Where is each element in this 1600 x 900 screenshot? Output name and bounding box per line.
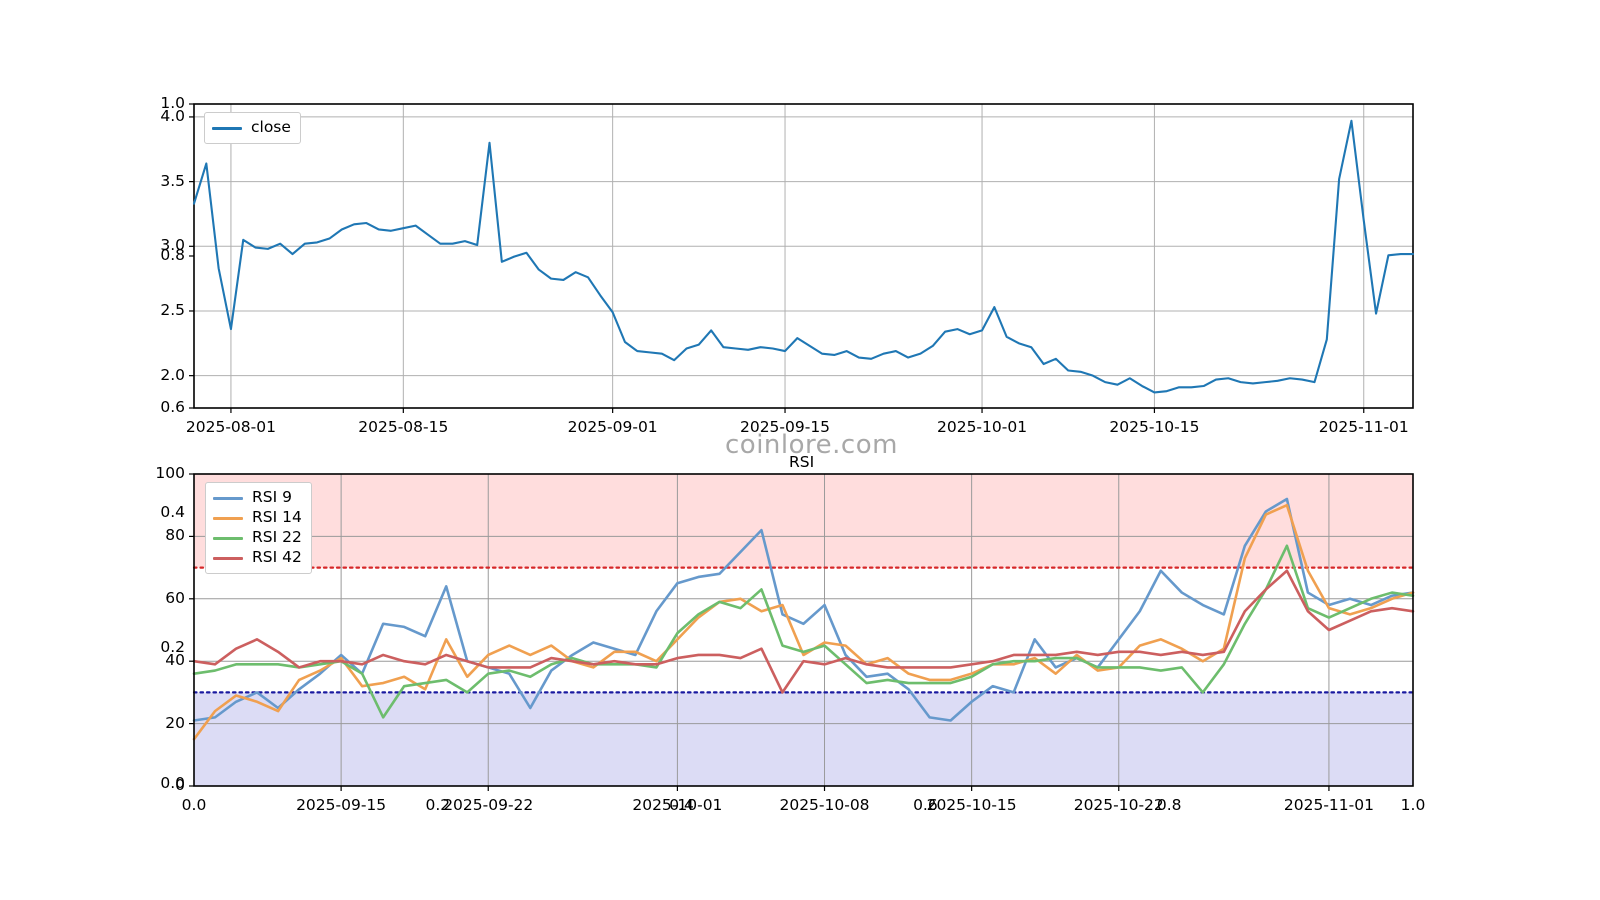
rsi-legend-item[interactable]: RSI 42 <box>213 548 302 568</box>
rsi-x-overlay-tick: 0.8 <box>1156 796 1182 814</box>
rsi-x-tick: 2025-09-15 <box>296 796 387 814</box>
price-legend-item[interactable]: close <box>212 118 291 138</box>
rsi-legend-label: RSI 42 <box>252 548 302 567</box>
price-x-tick: 2025-09-15 <box>739 418 831 436</box>
price-y-tick: 3.0 <box>160 236 185 255</box>
rsi-legend-swatch-icon <box>213 556 243 560</box>
rsi-x-tick: 2025-10-08 <box>779 796 870 814</box>
rsi-x-overlay-tick: 0.0 <box>181 796 207 814</box>
price-x-tick: 2025-10-15 <box>1109 418 1200 436</box>
price-x-tick: 2025-08-01 <box>185 418 276 436</box>
rsi-x-overlay-tick: 0.4 <box>669 796 694 814</box>
rsi-legend-label: RSI 14 <box>252 508 302 527</box>
rsi-y-tick: 80 <box>165 526 185 545</box>
price-x-tick: 2025-10-01 <box>936 418 1028 436</box>
rsi-panel-title: RSI <box>789 453 815 471</box>
price-y-overlay-tick: 0.8 <box>160 246 185 264</box>
rsi-x-tick: 2025-10-15 <box>926 796 1017 814</box>
rsi-y-overlay-tick: 0.2 <box>160 638 185 656</box>
rsi-y-tick: 40 <box>165 651 185 670</box>
rsi-x-tick: 2025-11-01 <box>1283 796 1374 814</box>
rsi-x-overlay-tick: 0.2 <box>425 796 451 814</box>
price-y-overlay-tick: 0.6 <box>160 398 185 416</box>
rsi-legend-label: RSI 9 <box>252 488 292 507</box>
rsi-x-overlay-tick: 1.0 <box>1400 796 1426 814</box>
rsi-x-tick: 2025-09-22 <box>443 796 534 814</box>
price-y-overlay-tick: 1.0 <box>160 94 185 112</box>
price-chart-legend[interactable]: close <box>204 112 301 144</box>
price-x-tick: 2025-09-01 <box>567 418 658 436</box>
rsi-y-overlay-tick: 0.4 <box>160 503 185 521</box>
price-y-tick: 2.0 <box>160 365 185 384</box>
price-legend-swatch-icon <box>212 126 242 130</box>
rsi-legend-item[interactable]: RSI 22 <box>213 528 302 548</box>
rsi-legend-item[interactable]: RSI 9 <box>213 488 302 508</box>
rsi-y-overlay-tick: 0.0 <box>160 774 185 792</box>
rsi-legend-swatch-icon <box>213 536 243 540</box>
rsi-legend-swatch-icon <box>213 496 243 500</box>
price-x-tick: 2025-11-01 <box>1318 418 1409 436</box>
rsi-x-overlay-tick: 0.6 <box>913 796 938 814</box>
price-y-tick: 2.5 <box>160 300 185 319</box>
rsi-chart-legend[interactable]: RSI 9 RSI 14 RSI 22 RSI 42 <box>205 482 312 574</box>
rsi-y-tick: 0 <box>175 776 185 794</box>
rsi-x-tick: 2025-10-22 <box>1073 796 1164 814</box>
price-y-tick: 3.5 <box>160 171 185 190</box>
coinlore-watermark: coinlore.com <box>725 430 898 460</box>
rsi-y-tick: 100 <box>155 464 185 482</box>
rsi-y-tick: 60 <box>165 588 185 607</box>
rsi-x-tick: 2025-10-01 <box>632 796 723 814</box>
price-legend-label: close <box>251 118 291 137</box>
rsi-y-tick: 20 <box>165 713 185 732</box>
rsi-legend-label: RSI 22 <box>252 528 302 547</box>
price-x-tick: 2025-08-15 <box>358 418 449 436</box>
price-y-tick: 4.0 <box>160 106 185 125</box>
rsi-legend-item[interactable]: RSI 14 <box>213 508 302 528</box>
rsi-legend-swatch-icon <box>213 516 243 520</box>
